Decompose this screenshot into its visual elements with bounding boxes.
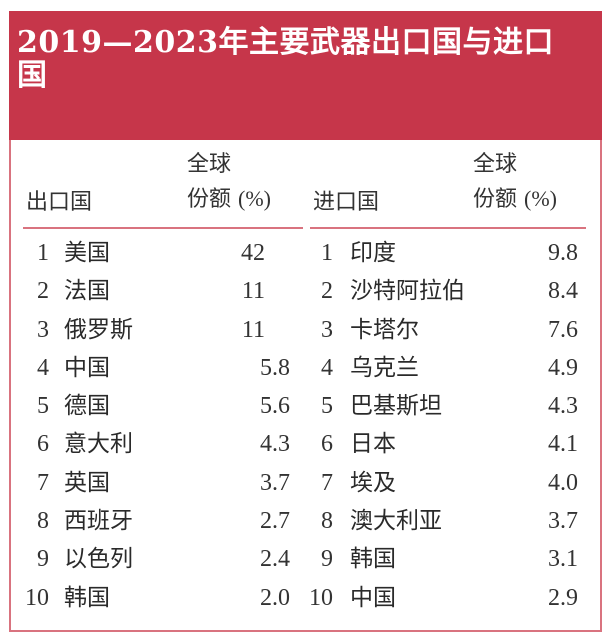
share-value: 2.0: [260, 584, 290, 611]
importers-header-divider: [310, 227, 586, 229]
importers-country-header: 进口国: [313, 190, 380, 215]
rank: 5: [37, 393, 49, 420]
country-name: 美国: [64, 240, 110, 266]
table-row: 9 韩国 3.1: [310, 540, 586, 578]
country-name: 西班牙: [64, 508, 133, 535]
country-name: 澳大利亚: [350, 508, 442, 535]
importers-rows: 1 印度 9.8 2 沙特阿拉伯 8.4 3 卡塔尔 7.6 4 乌克兰 4.9 5 巴基斯坦 4.…: [309, 234, 586, 617]
share-value: 4.1: [548, 431, 578, 458]
country-name: 意大利: [64, 431, 133, 458]
share-value: 42: [241, 240, 265, 266]
rank: 1: [37, 240, 49, 266]
table-row: 8 澳大利亚 3.7: [310, 502, 586, 540]
share-value: 2.7: [260, 508, 290, 535]
table-row: 5 巴基斯坦 4.3: [310, 387, 586, 425]
rank: 8: [321, 508, 333, 535]
rank: 2: [321, 278, 333, 305]
country-name: 韩国: [350, 546, 396, 573]
country-name: 沙特阿拉伯: [350, 278, 465, 305]
table-row: 8 西班牙 2.7: [23, 502, 303, 540]
rank: 4: [37, 354, 49, 381]
country-name: 俄罗斯: [64, 316, 133, 343]
country-name: 巴基斯坦: [350, 393, 442, 420]
table-frame: [9, 11, 602, 632]
country-name: 英国: [64, 469, 110, 496]
share-header-line1: 全球: [473, 152, 518, 177]
table-row: 2 沙特阿拉伯 8.4: [310, 272, 586, 310]
exporters-share-header: 全球 份额 (%): [187, 148, 271, 217]
share-unit: (%): [238, 186, 271, 211]
table-row: 1 美国 42: [23, 234, 303, 272]
country-name: 德国: [64, 393, 110, 420]
table-row: 3 卡塔尔 7.6: [310, 311, 586, 349]
table-row: 10 中国 2.9: [309, 579, 586, 617]
table-row: 1 印度 9.8: [310, 234, 586, 272]
title-banner: [9, 11, 602, 140]
table-row: 3 俄罗斯 11: [23, 311, 303, 349]
rank: 10: [25, 584, 49, 611]
table-row: 7 埃及 4.0: [310, 464, 586, 502]
rank: 7: [37, 469, 49, 496]
share-header-line2: 份额: [187, 187, 232, 212]
rank: 9: [37, 546, 49, 573]
importers-share-header: 全球 份额 (%): [473, 148, 557, 217]
rank: 10: [309, 584, 333, 611]
share-unit: (%): [524, 186, 557, 211]
share-value: 5.6: [260, 393, 290, 420]
share-value: 8.4: [548, 278, 578, 305]
rank: 6: [37, 431, 49, 458]
exporters-header-divider: [23, 227, 303, 229]
share-value: 3.1: [548, 546, 578, 573]
rank: 3: [37, 316, 49, 343]
country-name: 日本: [350, 431, 396, 458]
country-name: 中国: [64, 354, 110, 381]
table-row: 2 法国 11: [23, 272, 303, 310]
share-value: 2.4: [260, 546, 290, 573]
page-title: 2019—2023年主要武器出口国与进口国: [17, 25, 554, 93]
table-row: 7 英国 3.7: [23, 464, 303, 502]
share-value: 11: [241, 278, 265, 305]
table-row: 4 中国 5.8: [23, 349, 303, 387]
country-name: 以色列: [64, 546, 133, 573]
table-row: 6 意大利 4.3: [23, 425, 303, 463]
country-name: 乌克兰: [350, 354, 419, 381]
share-value: 4.0: [548, 469, 578, 496]
share-value: 11: [241, 316, 265, 343]
rank: 3: [321, 316, 333, 343]
rank: 7: [321, 469, 333, 496]
share-value: 7.6: [548, 316, 578, 343]
share-value: 3.7: [548, 508, 578, 535]
table-row: 5 德国 5.6: [23, 387, 303, 425]
share-value: 5.8: [260, 354, 290, 381]
rank: 4: [321, 354, 333, 381]
share-header-line2: 份额: [473, 187, 518, 212]
share-value: 4.3: [548, 393, 578, 420]
table-row: 9 以色列 2.4: [23, 540, 303, 578]
share-value: 3.7: [260, 469, 290, 496]
country-name: 韩国: [64, 584, 110, 611]
country-name: 印度: [350, 240, 396, 266]
rank: 2: [37, 278, 49, 305]
share-value: 9.8: [548, 240, 578, 266]
country-name: 卡塔尔: [350, 316, 419, 343]
country-name: 中国: [350, 584, 396, 611]
rank: 6: [321, 431, 333, 458]
share-value: 2.9: [548, 584, 578, 611]
country-name: 法国: [64, 278, 110, 305]
rank: 8: [37, 508, 49, 535]
exporters-country-header: 出口国: [26, 190, 93, 215]
share-value: 4.9: [548, 354, 578, 381]
table-row: 10 韩国 2.0: [23, 579, 303, 617]
country-name: 埃及: [350, 469, 396, 496]
share-value: 4.3: [260, 431, 290, 458]
exporters-rows: 1 美国 42 2 法国 11 3 俄罗斯 11 4 中国 5.8 5 德国 5.6 6 意大利 4.3…: [23, 234, 303, 617]
share-header-line1: 全球: [187, 152, 232, 177]
table-row: 6 日本 4.1: [310, 425, 586, 463]
table-row: 4 乌克兰 4.9: [310, 349, 586, 387]
rank: 5: [321, 393, 333, 420]
rank: 1: [321, 240, 333, 266]
rank: 9: [321, 546, 333, 573]
